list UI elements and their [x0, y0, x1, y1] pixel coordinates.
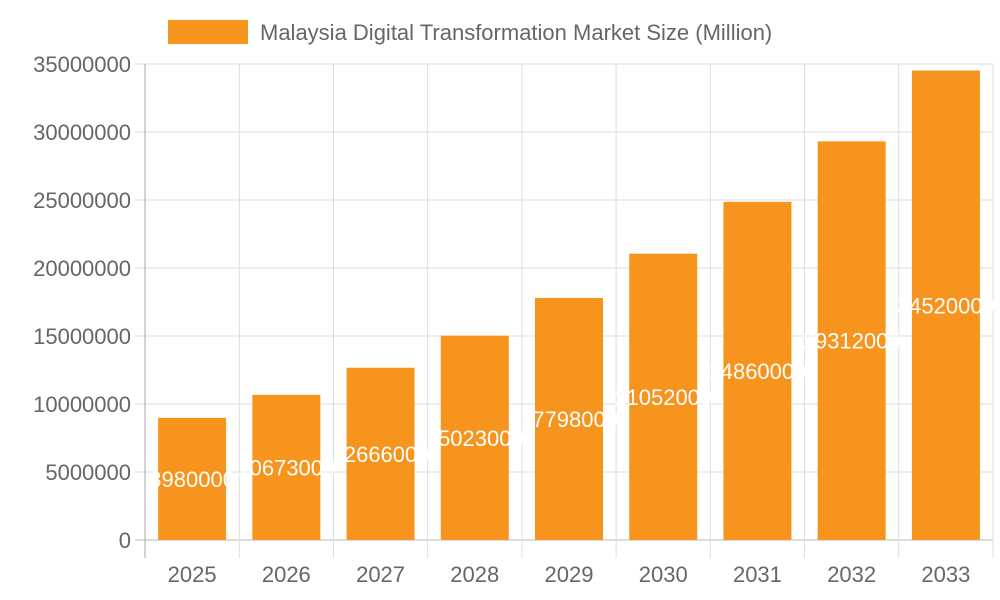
bar — [723, 201, 792, 541]
bar — [817, 141, 886, 540]
x-tick-label: 2033 — [921, 562, 970, 587]
data-label: 10673000 — [237, 455, 335, 480]
y-tick-label: 0 — [119, 528, 131, 553]
y-tick-label: 5000000 — [45, 460, 131, 485]
data-label: 15023000 — [426, 426, 524, 451]
y-tick-label: 20000000 — [33, 256, 131, 281]
legend-swatch — [168, 20, 248, 44]
data-label: 8980000 — [149, 467, 235, 492]
bar — [535, 297, 603, 540]
y-tick-label: 15000000 — [33, 324, 131, 349]
x-tick-label: 2029 — [545, 562, 594, 587]
bar — [346, 367, 415, 540]
bar — [629, 253, 698, 540]
x-tick-label: 2025 — [168, 562, 217, 587]
data-label: 24860000 — [708, 359, 806, 384]
y-tick-label: 30000000 — [33, 120, 131, 145]
x-tick-label: 2027 — [356, 562, 405, 587]
bar — [911, 70, 980, 540]
x-tick-label: 2028 — [450, 562, 499, 587]
x-tick-label: 2032 — [827, 562, 876, 587]
bar — [158, 417, 227, 540]
legend-label: Malaysia Digital Transformation Market S… — [260, 20, 772, 45]
y-tick-label: 10000000 — [33, 392, 131, 417]
bar — [440, 335, 509, 540]
data-label: 21052000 — [614, 385, 712, 410]
y-tick-label: 35000000 — [33, 52, 131, 77]
data-label: 34520000 — [897, 293, 995, 318]
y-tick-label: 25000000 — [33, 188, 131, 213]
x-tick-label: 2026 — [262, 562, 311, 587]
data-label: 12666000 — [332, 442, 430, 467]
x-tick-label: 2030 — [639, 562, 688, 587]
data-label: 17798000 — [520, 407, 618, 432]
bar — [252, 394, 321, 540]
x-tick-label: 2031 — [733, 562, 782, 587]
data-label: 29312000 — [803, 329, 901, 354]
